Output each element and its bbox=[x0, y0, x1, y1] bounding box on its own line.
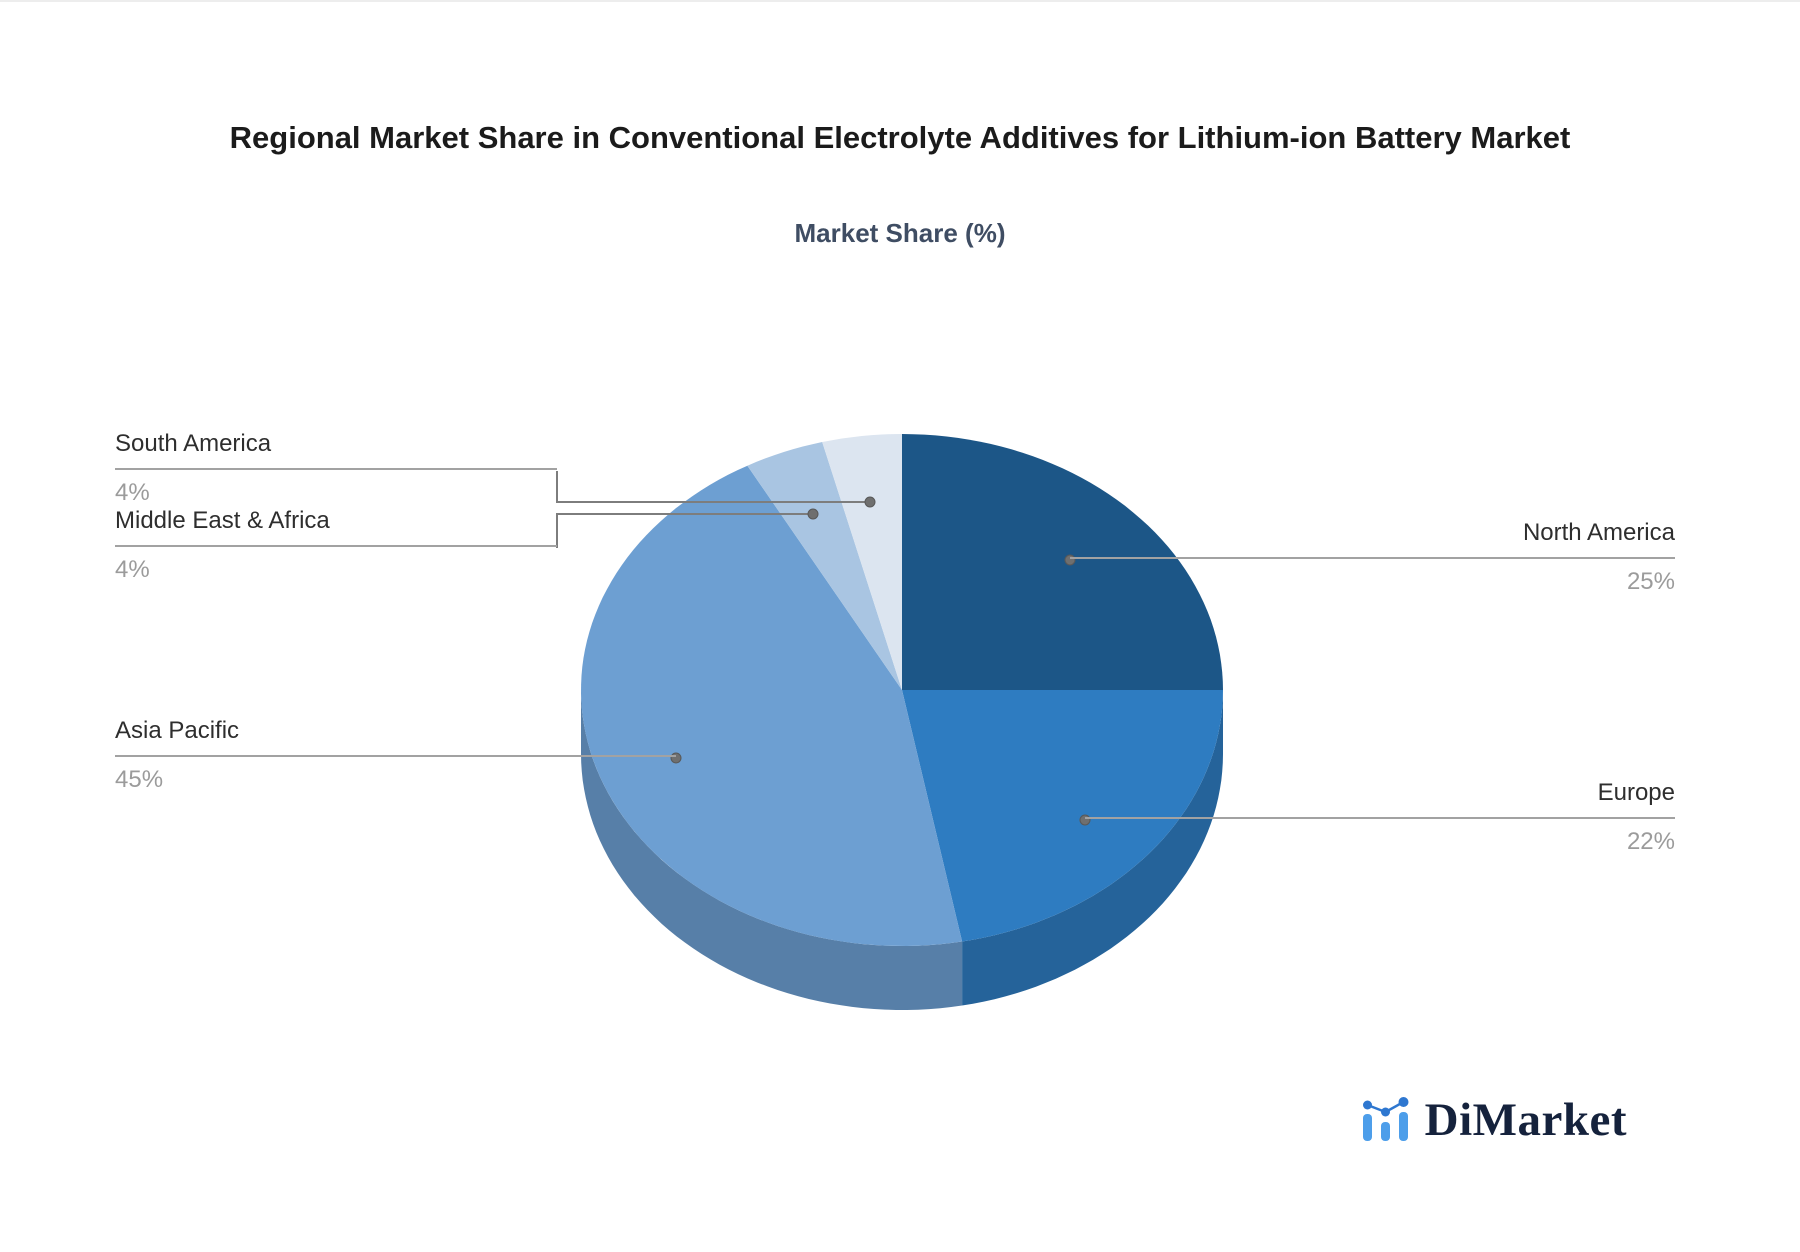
callout-europe: Europe 22% bbox=[1085, 777, 1675, 857]
callout-middle-east-africa: Middle East & Africa 4% bbox=[115, 505, 557, 585]
callout-label: Europe bbox=[1085, 777, 1675, 819]
callout-north-america: North America 25% bbox=[1070, 517, 1675, 597]
chart-title: Regional Market Share in Conventional El… bbox=[229, 120, 1571, 155]
pie-slice-asia-pacific bbox=[581, 465, 963, 946]
callout-connector-line bbox=[556, 513, 813, 548]
callout-label: North America bbox=[1070, 517, 1675, 559]
callout-value: 45% bbox=[115, 766, 164, 793]
callout-connector-line bbox=[556, 471, 870, 503]
chart-subtitle: Market Share (%) bbox=[794, 218, 1006, 248]
pie-slice-middle-east-africa bbox=[747, 442, 902, 690]
callout-value: 25% bbox=[1626, 568, 1675, 595]
callout-south-america: South America 4% bbox=[115, 428, 557, 508]
pie-slice-south-america bbox=[822, 434, 902, 690]
callout-label: Middle East & Africa bbox=[115, 505, 557, 547]
callout-label: Asia Pacific bbox=[115, 715, 676, 757]
callout-value: 4% bbox=[115, 479, 150, 506]
callout-value: 22% bbox=[1626, 828, 1675, 855]
logo-text: DiMarket bbox=[1424, 1094, 1627, 1146]
callout-label: South America bbox=[115, 428, 557, 470]
logo-chart-icon bbox=[1362, 1097, 1409, 1141]
callout-asia-pacific: Asia Pacific 45% bbox=[115, 715, 676, 795]
callout-anchor-dot-south-america bbox=[864, 496, 876, 508]
callout-value: 4% bbox=[115, 556, 150, 583]
pie-side-asia-pacific bbox=[581, 690, 963, 1010]
pie-slice-europe bbox=[902, 690, 1223, 942]
dimarket-logo: DiMarket bbox=[1361, 1092, 1627, 1148]
pie-slice-north-america bbox=[902, 434, 1223, 690]
pie-side-europe bbox=[962, 690, 1223, 1006]
callout-anchor-dot-middle-east-africa bbox=[807, 508, 819, 520]
